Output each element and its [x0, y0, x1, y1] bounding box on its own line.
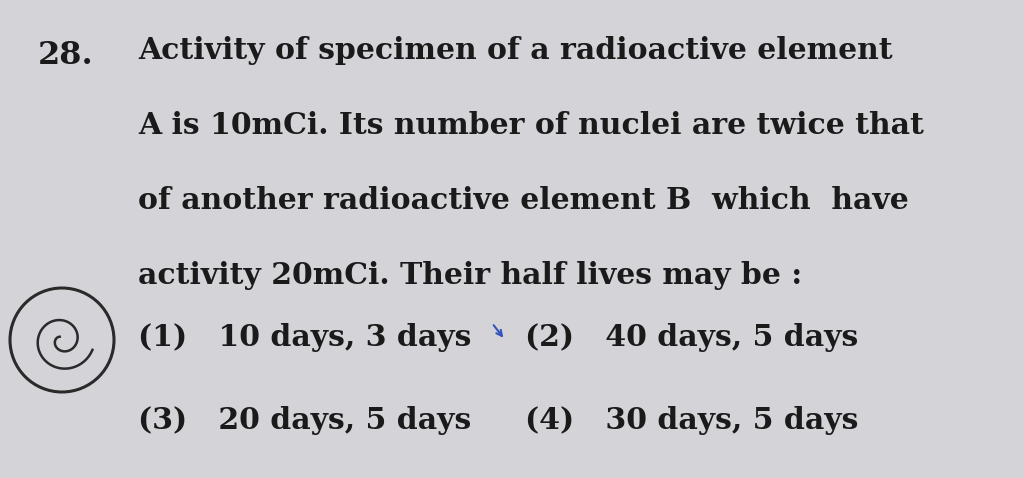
Text: A is 10mCi. Its number of nuclei are twice that: A is 10mCi. Its number of nuclei are twi…: [138, 111, 924, 140]
Text: of another radioactive element B  which  have: of another radioactive element B which h…: [138, 186, 908, 215]
Text: activity 20mCi. Their half lives may be :: activity 20mCi. Their half lives may be …: [138, 261, 802, 290]
Text: (2)   40 days, 5 days: (2) 40 days, 5 days: [525, 323, 858, 352]
Text: Activity of specimen of a radioactive element: Activity of specimen of a radioactive el…: [138, 36, 893, 65]
Text: (4)   30 days, 5 days: (4) 30 days, 5 days: [525, 406, 858, 435]
Text: (3)   20 days, 5 days: (3) 20 days, 5 days: [138, 406, 471, 435]
Text: 28.: 28.: [38, 40, 94, 71]
Text: (1)   10 days, 3 days: (1) 10 days, 3 days: [138, 323, 471, 352]
